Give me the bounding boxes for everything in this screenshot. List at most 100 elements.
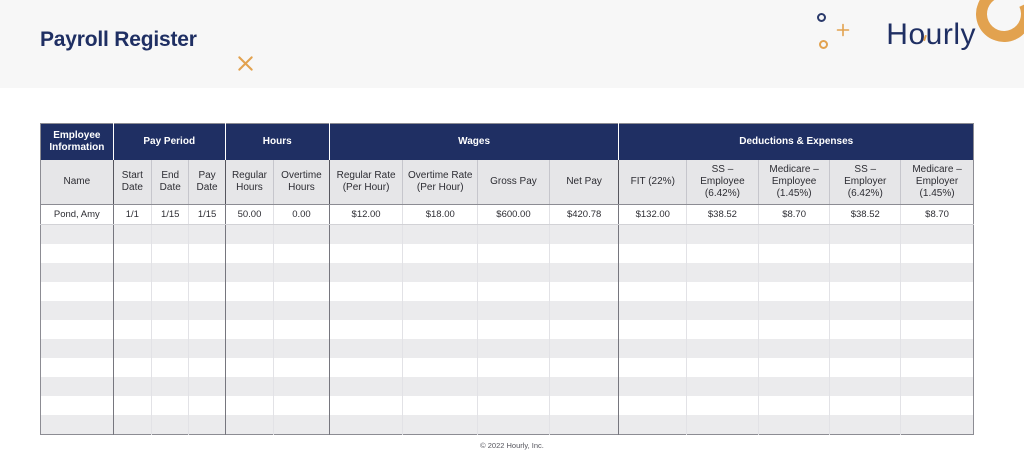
table-cell[interactable] bbox=[225, 224, 275, 244]
table-cell[interactable] bbox=[549, 358, 620, 377]
table-cell[interactable]: $8.70 bbox=[900, 204, 974, 225]
table-cell[interactable] bbox=[151, 358, 190, 377]
table-cell[interactable]: 1/15 bbox=[188, 204, 226, 225]
table-column-header-cell[interactable]: Pay Date bbox=[188, 160, 226, 205]
table-cell[interactable] bbox=[758, 244, 831, 263]
table-cell[interactable] bbox=[40, 301, 114, 320]
table-cell[interactable] bbox=[40, 339, 114, 358]
table-cell[interactable] bbox=[329, 244, 404, 263]
table-cell[interactable] bbox=[151, 415, 190, 435]
table-cell[interactable]: 50.00 bbox=[225, 204, 275, 225]
table-cell[interactable] bbox=[188, 339, 226, 358]
table-cell[interactable] bbox=[113, 224, 153, 244]
table-cell[interactable] bbox=[402, 263, 479, 282]
table-cell[interactable]: $132.00 bbox=[618, 204, 688, 225]
table-cell[interactable] bbox=[113, 358, 153, 377]
table-cell[interactable] bbox=[113, 377, 153, 396]
table-cell[interactable] bbox=[901, 282, 974, 301]
table-cell[interactable]: $12.00 bbox=[329, 204, 404, 225]
table-cell[interactable] bbox=[402, 244, 479, 263]
table-cell[interactable] bbox=[686, 282, 759, 301]
table-cell[interactable] bbox=[901, 358, 974, 377]
table-cell[interactable] bbox=[618, 224, 688, 244]
table-row[interactable] bbox=[40, 339, 974, 358]
table-cell[interactable] bbox=[900, 301, 974, 320]
table-cell[interactable] bbox=[618, 339, 688, 358]
table-cell[interactable] bbox=[113, 263, 153, 282]
table-cell[interactable] bbox=[273, 282, 330, 301]
table-cell[interactable] bbox=[40, 244, 114, 263]
table-cell[interactable] bbox=[686, 396, 759, 415]
table-cell[interactable] bbox=[273, 396, 330, 415]
table-row[interactable] bbox=[40, 377, 974, 396]
table-cell[interactable] bbox=[477, 301, 550, 320]
table-cell[interactable] bbox=[686, 358, 759, 377]
table-cell[interactable] bbox=[829, 396, 902, 415]
table-column-header-cell[interactable]: Name bbox=[40, 160, 114, 205]
table-cell[interactable] bbox=[900, 224, 974, 244]
table-cell[interactable] bbox=[273, 224, 330, 244]
table-cell[interactable] bbox=[549, 263, 620, 282]
table-cell[interactable] bbox=[402, 358, 479, 377]
table-cell[interactable] bbox=[477, 282, 550, 301]
table-cell[interactable] bbox=[901, 244, 974, 263]
table-cell[interactable] bbox=[686, 339, 759, 358]
table-cell[interactable] bbox=[113, 244, 153, 263]
table-cell[interactable] bbox=[273, 339, 330, 358]
table-cell[interactable] bbox=[188, 396, 226, 415]
table-cell[interactable] bbox=[402, 301, 479, 320]
table-column-header-cell[interactable]: SS – Employee (6.42%) bbox=[686, 160, 759, 205]
table-cell[interactable] bbox=[402, 320, 479, 339]
table-cell[interactable] bbox=[188, 263, 226, 282]
table-cell[interactable] bbox=[225, 415, 275, 435]
table-cell[interactable] bbox=[188, 415, 226, 435]
table-row[interactable] bbox=[40, 301, 974, 320]
table-cell[interactable] bbox=[225, 282, 275, 301]
table-cell[interactable]: $38.52 bbox=[829, 204, 902, 225]
table-column-header-cell[interactable]: Overtime Rate (Per Hour) bbox=[402, 160, 479, 205]
table-cell[interactable] bbox=[40, 358, 114, 377]
table-cell[interactable] bbox=[686, 377, 759, 396]
table-cell[interactable] bbox=[549, 339, 620, 358]
table-cell[interactable] bbox=[329, 377, 404, 396]
table-cell[interactable]: $18.00 bbox=[402, 204, 479, 225]
table-cell[interactable] bbox=[758, 339, 831, 358]
table-column-header-cell[interactable]: Medicare – Employee (1.45%) bbox=[758, 160, 831, 205]
table-cell[interactable] bbox=[273, 377, 330, 396]
table-cell[interactable] bbox=[549, 244, 620, 263]
table-cell[interactable]: 0.00 bbox=[273, 204, 330, 225]
table-cell[interactable] bbox=[329, 224, 404, 244]
table-cell[interactable] bbox=[549, 224, 620, 244]
table-cell[interactable] bbox=[758, 396, 831, 415]
table-cell[interactable] bbox=[618, 396, 688, 415]
table-cell[interactable]: $600.00 bbox=[477, 204, 550, 225]
table-cell[interactable]: 1/15 bbox=[151, 204, 190, 225]
table-cell[interactable] bbox=[618, 358, 688, 377]
table-cell[interactable] bbox=[188, 358, 226, 377]
table-cell[interactable] bbox=[151, 320, 190, 339]
table-cell[interactable] bbox=[402, 377, 479, 396]
table-row[interactable] bbox=[40, 320, 974, 339]
table-cell[interactable] bbox=[758, 282, 831, 301]
table-cell[interactable] bbox=[151, 224, 190, 244]
table-cell[interactable] bbox=[829, 263, 902, 282]
table-column-header-cell[interactable]: Regular Rate (Per Hour) bbox=[329, 160, 404, 205]
table-cell[interactable] bbox=[40, 263, 114, 282]
table-cell[interactable] bbox=[829, 339, 902, 358]
table-cell[interactable] bbox=[151, 339, 190, 358]
table-cell[interactable] bbox=[686, 244, 759, 263]
table-cell[interactable] bbox=[40, 282, 114, 301]
table-cell[interactable] bbox=[618, 377, 688, 396]
table-cell[interactable] bbox=[829, 244, 902, 263]
table-cell[interactable] bbox=[686, 263, 759, 282]
table-cell[interactable] bbox=[188, 282, 226, 301]
table-cell[interactable] bbox=[686, 320, 759, 339]
table-cell[interactable] bbox=[329, 339, 404, 358]
table-cell[interactable] bbox=[758, 320, 831, 339]
table-cell[interactable] bbox=[477, 358, 550, 377]
table-cell[interactable] bbox=[900, 377, 974, 396]
table-column-header-cell[interactable]: Gross Pay bbox=[477, 160, 550, 205]
table-cell[interactable] bbox=[188, 320, 226, 339]
table-cell[interactable] bbox=[477, 377, 550, 396]
table-cell[interactable] bbox=[402, 396, 479, 415]
